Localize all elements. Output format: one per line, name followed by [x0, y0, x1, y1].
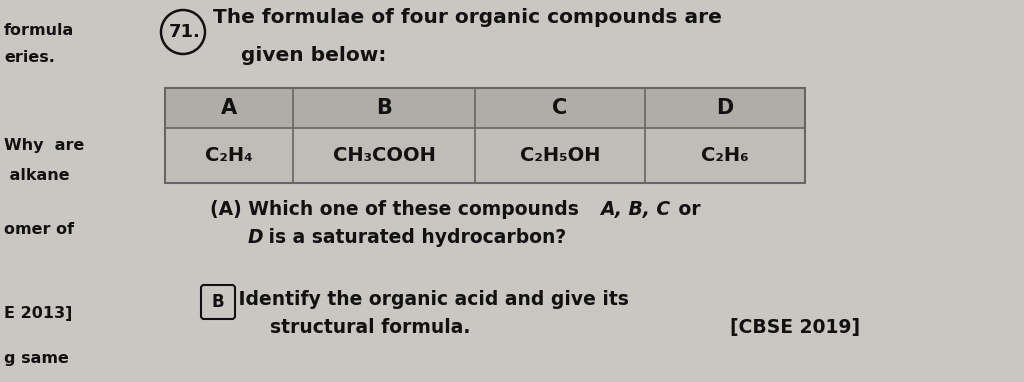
Text: (A) Which one of these compounds: (A) Which one of these compounds: [210, 200, 586, 219]
Text: CH₃COOH: CH₃COOH: [333, 146, 435, 165]
Text: is a saturated hydrocarbon?: is a saturated hydrocarbon?: [262, 228, 566, 247]
Text: C₂H₆: C₂H₆: [701, 146, 749, 165]
Text: 71.: 71.: [169, 23, 201, 41]
Text: structural formula.: structural formula.: [270, 318, 470, 337]
Text: A: A: [221, 98, 238, 118]
Text: D: D: [248, 228, 263, 247]
Text: or: or: [672, 200, 700, 219]
Text: Identify the organic acid and give its: Identify the organic acid and give its: [232, 290, 629, 309]
Text: A, B, C: A, B, C: [600, 200, 670, 219]
Text: formula: formula: [4, 23, 75, 38]
Text: C: C: [552, 98, 567, 118]
Text: B: B: [212, 293, 224, 311]
Text: given below:: given below:: [241, 46, 386, 65]
Text: E 2013]: E 2013]: [4, 306, 73, 320]
Text: The formulae of four organic compounds are: The formulae of four organic compounds a…: [213, 8, 722, 27]
Text: C₂H₅OH: C₂H₅OH: [520, 146, 600, 165]
Text: [CBSE 2019]: [CBSE 2019]: [730, 318, 860, 337]
Text: B: B: [376, 98, 392, 118]
Text: omer of: omer of: [4, 222, 74, 236]
FancyBboxPatch shape: [165, 128, 805, 183]
Text: alkane: alkane: [4, 168, 70, 183]
Text: Why  are: Why are: [4, 138, 84, 152]
Text: g same: g same: [4, 351, 69, 366]
Text: D: D: [717, 98, 733, 118]
FancyBboxPatch shape: [165, 88, 805, 128]
Text: eries.: eries.: [4, 50, 55, 65]
Text: C₂H₄: C₂H₄: [205, 146, 253, 165]
